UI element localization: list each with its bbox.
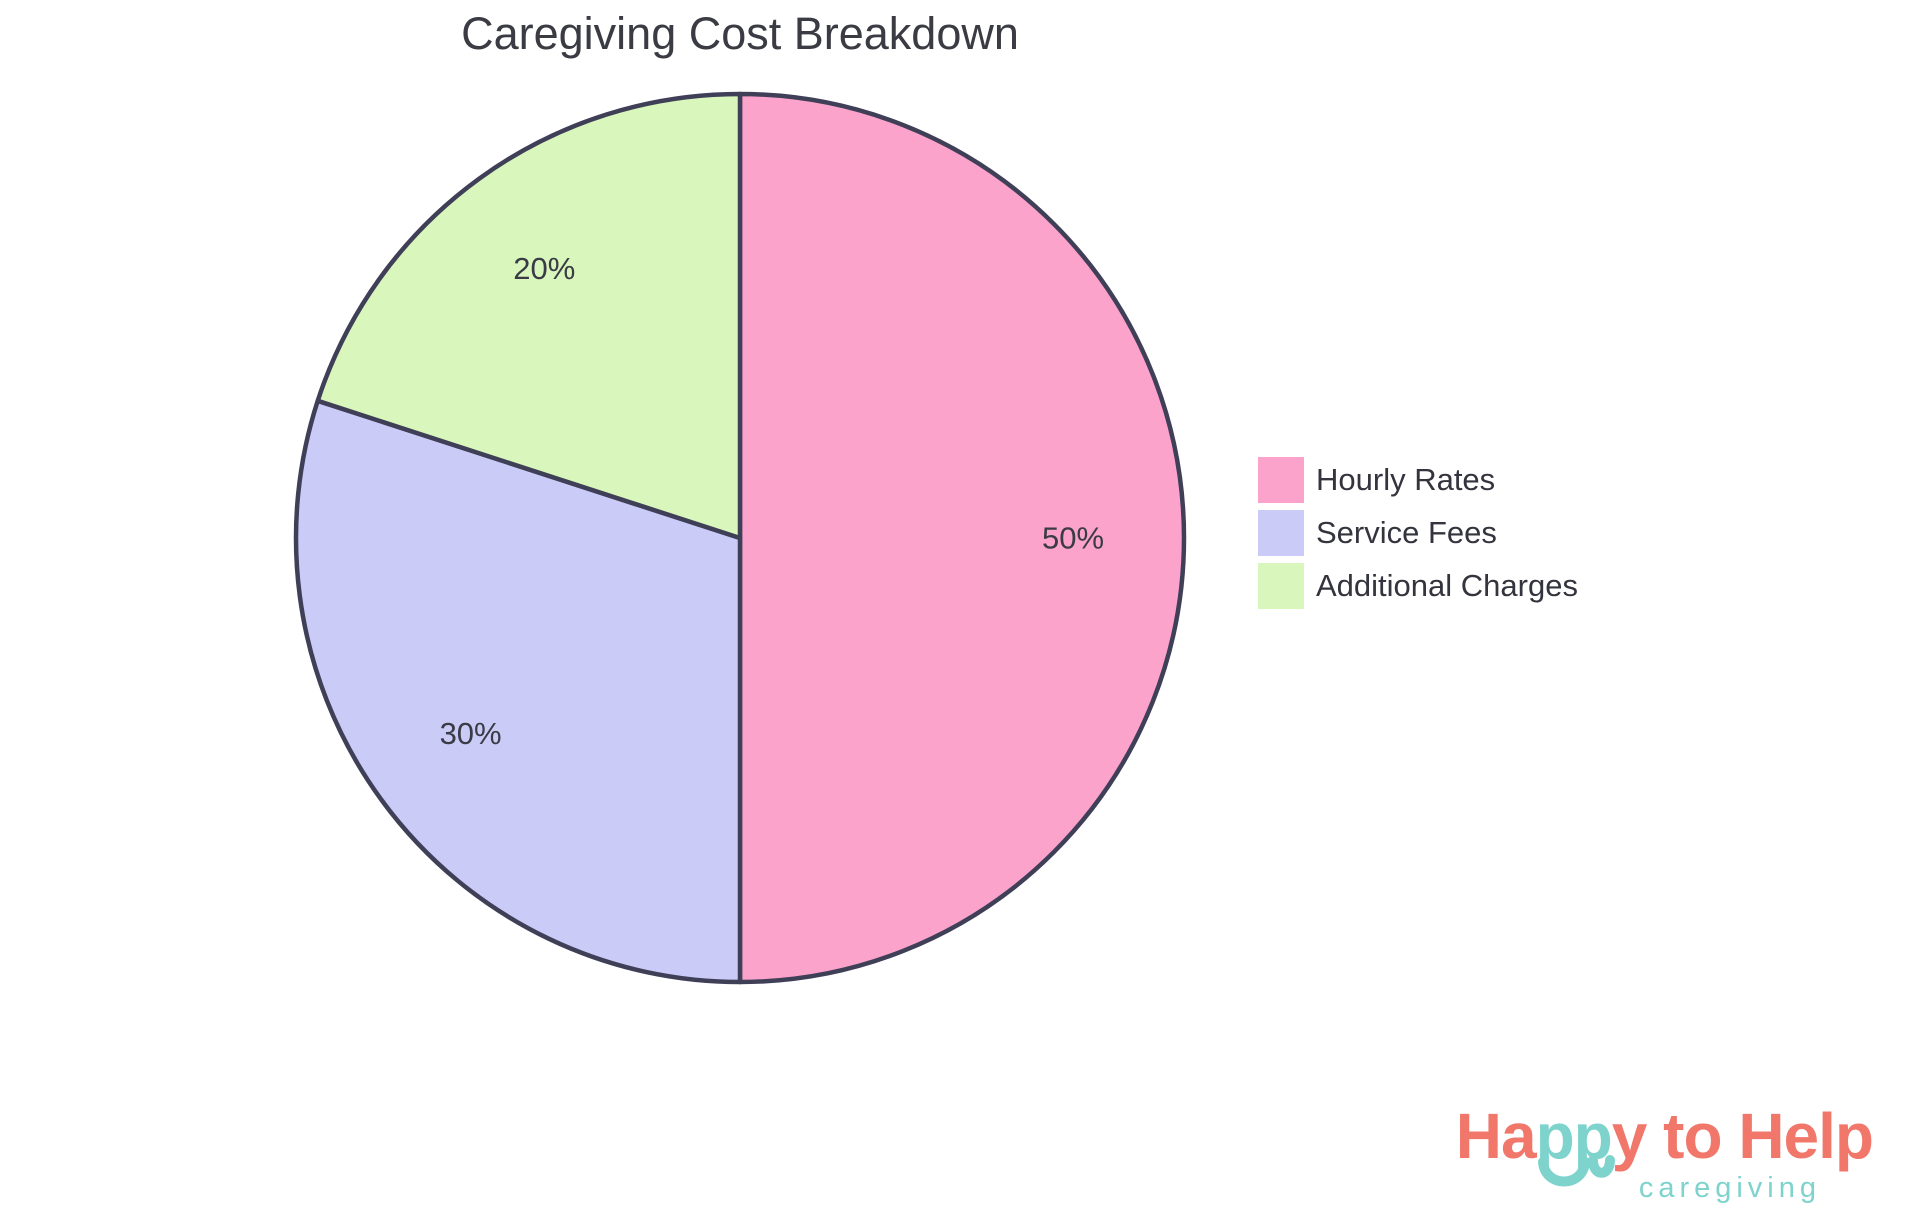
legend-label-service-fees: Service Fees — [1316, 515, 1497, 550]
chart-title: Caregiving Cost Breakdown — [461, 8, 1019, 59]
legend-swatch-additional-charges — [1258, 563, 1304, 609]
legend-label-additional-charges: Additional Charges — [1316, 568, 1578, 603]
logo-text-part: Ha — [1455, 1100, 1537, 1172]
brand-logo: Happ y to Help caregiving — [1456, 1104, 1874, 1204]
legend-item-additional-charges[interactable]: Additional Charges — [1258, 563, 1578, 609]
logo-pp-face: pp — [1536, 1104, 1615, 1187]
pie-slice-label: 30% — [440, 716, 502, 751]
pie-slice-additional-charges[interactable] — [315, 91, 743, 541]
logo-wordmark: Happ y to Help — [1456, 1104, 1874, 1187]
pie-slice-label: 50% — [1042, 521, 1104, 556]
legend-item-hourly-rates[interactable]: Hourly Rates — [1258, 457, 1578, 503]
pie-slice-hourly-rates[interactable] — [737, 91, 1187, 985]
logo-smile-icon — [1537, 1155, 1615, 1187]
legend-item-service-fees[interactable]: Service Fees — [1258, 510, 1578, 556]
legend-label-hourly-rates: Hourly Rates — [1316, 462, 1496, 497]
legend-swatch-service-fees — [1258, 510, 1304, 556]
logo-text-part: pp — [1535, 1100, 1613, 1172]
pie-slice-service-fees[interactable] — [293, 398, 743, 985]
legend-swatch-hourly-rates — [1258, 457, 1304, 503]
chart-legend: Hourly Rates Service Fees Additional Cha… — [1258, 457, 1578, 616]
logo-text-part: y to Help — [1611, 1100, 1874, 1172]
pie-slice-label: 20% — [513, 251, 575, 286]
logo-subtitle: caregiving — [1638, 1172, 1821, 1204]
